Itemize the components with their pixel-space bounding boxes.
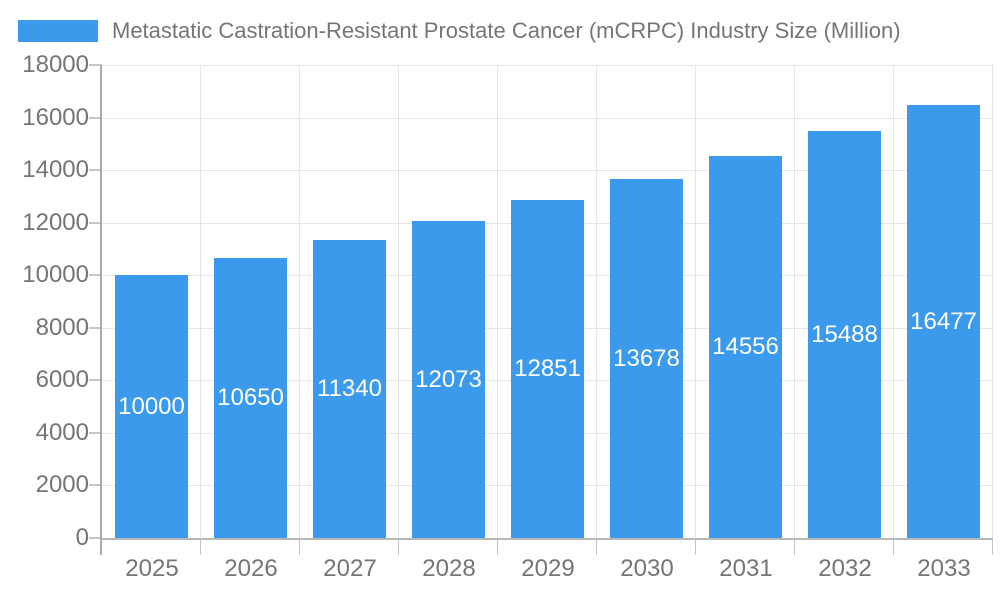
v-gridline: [497, 65, 498, 538]
y-axis-tick: [89, 64, 102, 66]
h-gridline: [102, 170, 993, 171]
bar-value-label: 15488: [811, 320, 878, 348]
y-axis-tick: [89, 327, 102, 329]
bar-value-label: 14556: [712, 333, 779, 360]
bar[interactable]: 12851: [511, 200, 584, 538]
x-axis-label: 2025: [125, 555, 179, 582]
y-axis-label: 18000: [22, 51, 89, 78]
x-axis-label: 2027: [323, 555, 377, 582]
legend-item[interactable]: Metastatic Castration-Resistant Prostate…: [18, 18, 901, 44]
y-axis-label: 4000: [35, 419, 89, 446]
x-axis-label: 2028: [422, 555, 476, 582]
bar[interactable]: 15488: [808, 131, 881, 538]
x-axis-label: 2030: [620, 555, 674, 582]
bar[interactable]: 10000: [115, 275, 188, 538]
y-axis-line: [100, 65, 102, 555]
y-axis-tick: [89, 432, 102, 434]
y-axis-tick: [89, 169, 102, 171]
x-axis-label: 2032: [818, 555, 872, 582]
y-axis-label: 0: [75, 524, 89, 551]
x-axis-label: 2026: [224, 555, 278, 582]
y-axis-label: 6000: [35, 366, 89, 393]
bar[interactable]: 10650: [214, 258, 287, 538]
bar-value-label: 10650: [217, 384, 284, 411]
v-gridline: [893, 65, 894, 538]
y-axis-label: 16000: [22, 104, 89, 131]
y-axis-tick: [89, 484, 102, 486]
y-axis-label: 14000: [22, 156, 89, 183]
bar[interactable]: 14556: [709, 156, 782, 538]
v-gridline: [299, 65, 300, 538]
h-gridline: [102, 65, 993, 66]
x-axis-tick: [299, 540, 300, 555]
v-gridline: [200, 65, 201, 538]
bar-value-label: 12851: [514, 355, 581, 382]
y-axis-label: 2000: [35, 471, 89, 498]
bar-value-label: 13678: [613, 344, 680, 372]
x-axis-label: 2029: [521, 555, 575, 582]
bar-value-label: 12073: [415, 365, 482, 393]
y-axis-tick: [89, 117, 102, 119]
x-axis-tick: [596, 540, 597, 555]
x-axis-tick: [200, 540, 201, 555]
x-axis-baseline: [102, 538, 993, 540]
y-axis-tick: [89, 222, 102, 224]
y-axis-tick: [89, 274, 102, 276]
x-axis-tick: [893, 540, 894, 555]
chart-title: Metastatic Castration-Resistant Prostate…: [112, 18, 901, 43]
x-axis-tick: [497, 540, 498, 555]
v-gridline: [695, 65, 696, 538]
v-gridline: [596, 65, 597, 538]
y-axis-tick: [89, 537, 102, 539]
y-axis-tick: [89, 379, 102, 381]
x-axis-tick: [992, 540, 993, 555]
bar[interactable]: 11340: [313, 240, 386, 538]
v-gridline: [398, 65, 399, 538]
legend-swatch: [18, 20, 98, 42]
v-gridline: [794, 65, 795, 538]
bar[interactable]: 12073: [412, 221, 485, 538]
y-axis-label: 10000: [22, 261, 89, 288]
bar-value-label: 16477: [910, 307, 977, 335]
bar-value-label: 10000: [118, 392, 185, 420]
h-gridline: [102, 118, 993, 119]
plot-area: 18000 16000 14000 12000 10000 8000 6000 4000 200…: [22, 51, 993, 582]
y-axis-label: 12000: [22, 209, 89, 236]
y-axis-label: 8000: [35, 314, 89, 341]
x-axis-tick: [695, 540, 696, 555]
bar-value-label: 11340: [317, 375, 382, 402]
x-axis-label: 2033: [917, 555, 971, 582]
v-gridline: [992, 65, 993, 538]
x-axis-tick: [398, 540, 399, 555]
bar[interactable]: 16477: [907, 105, 980, 538]
x-axis-tick: [794, 540, 795, 555]
x-axis-label: 2031: [719, 555, 773, 582]
bar[interactable]: 13678: [610, 179, 683, 538]
